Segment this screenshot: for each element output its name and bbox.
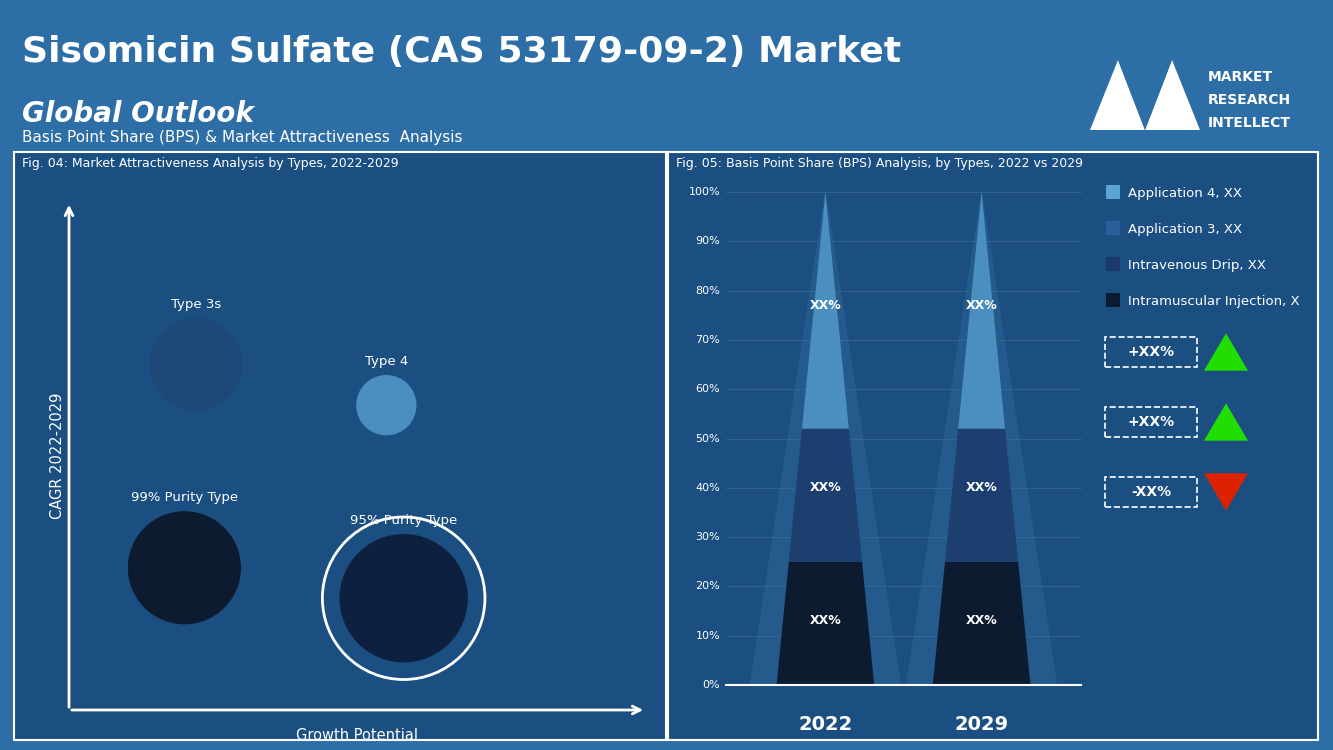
Text: CAGR 2022-2029: CAGR 2022-2029	[49, 393, 64, 519]
Text: 80%: 80%	[696, 286, 720, 296]
Text: Type 4: Type 4	[365, 355, 408, 368]
Text: 100%: 100%	[688, 187, 720, 197]
Bar	[668, 152, 1318, 740]
Text: 30%: 30%	[696, 532, 720, 542]
Polygon shape	[1204, 473, 1248, 511]
Polygon shape	[789, 429, 862, 562]
Polygon shape	[1204, 333, 1248, 370]
Text: INTELLECT: INTELLECT	[1208, 116, 1290, 130]
Text: MARKET: MARKET	[1208, 70, 1273, 84]
Polygon shape	[777, 562, 874, 685]
Text: Intravenous Drip, XX: Intravenous Drip, XX	[1128, 259, 1266, 272]
Text: Fig. 05: Basis Point Share (BPS) Analysis, by Types, 2022 vs 2029: Fig. 05: Basis Point Share (BPS) Analysi…	[676, 157, 1082, 170]
Polygon shape	[906, 192, 1057, 685]
Circle shape	[340, 535, 467, 662]
Polygon shape	[1145, 60, 1200, 130]
Text: XX%: XX%	[965, 614, 997, 628]
Text: 40%: 40%	[696, 483, 720, 493]
Polygon shape	[802, 192, 849, 429]
Text: +XX%: +XX%	[1128, 415, 1174, 429]
Bar	[1106, 293, 1120, 307]
Text: Sisomicin Sulfate (CAS 53179-09-2) Market: Sisomicin Sulfate (CAS 53179-09-2) Marke…	[23, 35, 901, 69]
Text: 70%: 70%	[696, 335, 720, 345]
Polygon shape	[1118, 60, 1172, 130]
Text: XX%: XX%	[809, 299, 841, 312]
Text: Fig. 04: Market Attractiveness Analysis by Types, 2022-2029: Fig. 04: Market Attractiveness Analysis …	[23, 157, 399, 170]
Polygon shape	[1090, 60, 1145, 130]
Text: 95% Purity Type: 95% Purity Type	[351, 514, 457, 526]
Circle shape	[151, 319, 241, 410]
Polygon shape	[945, 429, 1018, 562]
Text: Application 4, XX: Application 4, XX	[1128, 187, 1242, 200]
Polygon shape	[958, 192, 1005, 429]
Text: XX%: XX%	[965, 482, 997, 494]
Bar	[1106, 221, 1120, 235]
Polygon shape	[933, 562, 1030, 685]
Text: -XX%: -XX%	[1130, 485, 1172, 499]
Text: 99% Purity Type: 99% Purity Type	[131, 491, 239, 504]
Text: Growth Potential: Growth Potential	[296, 728, 419, 743]
Text: Intramuscular Injection, X: Intramuscular Injection, X	[1128, 295, 1300, 308]
Bar	[15, 152, 666, 740]
Circle shape	[357, 376, 416, 435]
Text: +XX%: +XX%	[1128, 345, 1174, 359]
Text: RESEARCH: RESEARCH	[1208, 93, 1292, 107]
Text: 2029: 2029	[954, 715, 1009, 734]
Text: 90%: 90%	[696, 236, 720, 246]
Text: 60%: 60%	[696, 384, 720, 394]
Text: 0%: 0%	[702, 680, 720, 690]
Bar	[1106, 185, 1120, 199]
Text: XX%: XX%	[809, 614, 841, 628]
Text: Type 3s: Type 3s	[171, 298, 221, 310]
Polygon shape	[1204, 404, 1248, 441]
Text: Basis Point Share (BPS) & Market Attractiveness  Analysis: Basis Point Share (BPS) & Market Attract…	[23, 130, 463, 145]
Polygon shape	[749, 192, 901, 685]
Text: XX%: XX%	[965, 299, 997, 312]
Bar	[1106, 257, 1120, 271]
Text: 50%: 50%	[696, 433, 720, 443]
Text: XX%: XX%	[809, 482, 841, 494]
Text: Application 3, XX: Application 3, XX	[1128, 223, 1242, 236]
Text: Global Outlook: Global Outlook	[23, 100, 255, 128]
Text: 10%: 10%	[696, 631, 720, 640]
Circle shape	[128, 512, 240, 624]
Text: 20%: 20%	[696, 581, 720, 592]
Text: 2022: 2022	[798, 715, 853, 734]
